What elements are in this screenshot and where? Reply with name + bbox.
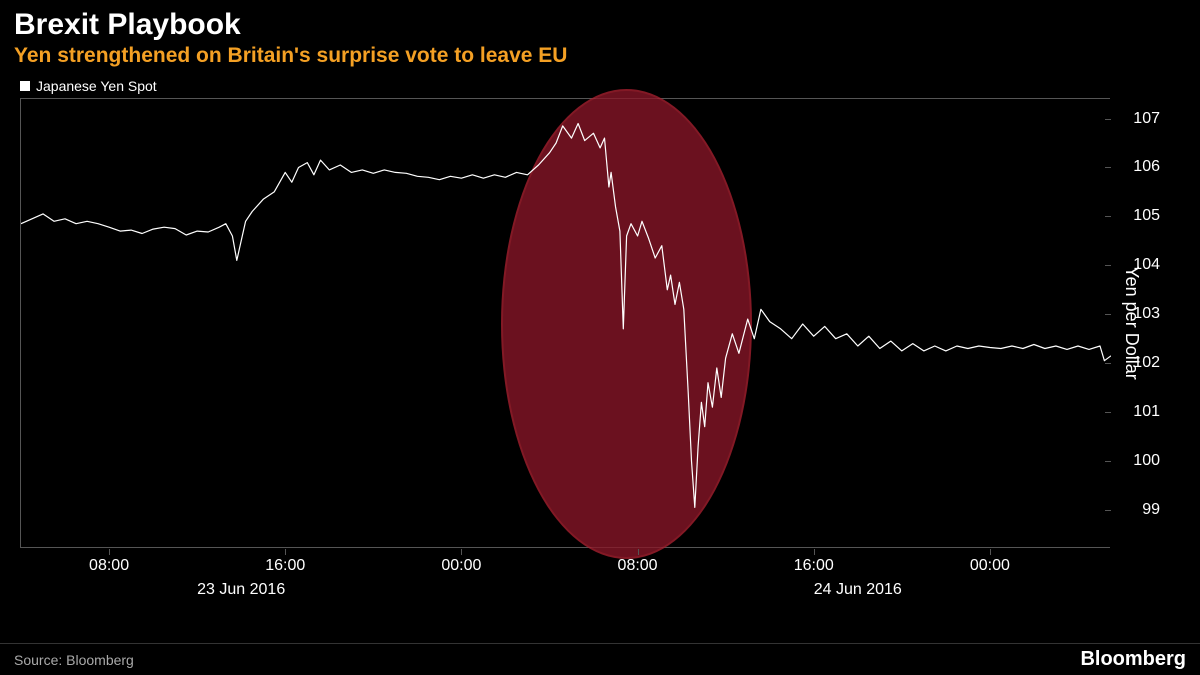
plot-region: Yen per Dollar 9910010110210310410510610…: [20, 98, 1110, 548]
y-tick-label: 107: [1133, 110, 1160, 128]
chart-legend: Japanese Yen Spot: [0, 72, 1200, 98]
y-tick-label: 105: [1133, 207, 1160, 225]
x-date-label: 24 Jun 2016: [814, 581, 902, 599]
chart-title: Brexit Playbook: [14, 8, 1186, 42]
brand-text: Bloomberg: [1080, 648, 1186, 671]
x-tick-mark: [990, 549, 991, 555]
x-date-label: 23 Jun 2016: [197, 581, 285, 599]
x-tick-mark: [285, 549, 286, 555]
x-tick-label: 00:00: [970, 557, 1010, 575]
legend-label: Japanese Yen Spot: [36, 78, 157, 94]
y-tick-label: 103: [1133, 305, 1160, 323]
x-tick-label: 16:00: [794, 557, 834, 575]
chart-footer: Source: Bloomberg Bloomberg: [0, 643, 1200, 675]
chart-subtitle: Yen strengthened on Britain's surprise v…: [14, 44, 1186, 68]
x-tick-mark: [109, 549, 110, 555]
x-tick-label: 00:00: [441, 557, 481, 575]
x-tick-label: 16:00: [265, 557, 305, 575]
chart-area: Yen per Dollar 9910010110210310410510610…: [20, 98, 1110, 548]
y-tick-label: 99: [1142, 501, 1160, 519]
price-line: [21, 99, 1111, 549]
x-tick-label: 08:00: [89, 557, 129, 575]
y-tick-label: 100: [1133, 452, 1160, 470]
source-text: Source: Bloomberg: [14, 652, 134, 668]
y-tick-label: 102: [1133, 354, 1160, 372]
y-tick-label: 101: [1133, 403, 1160, 421]
y-tick-label: 104: [1133, 256, 1160, 274]
x-tick-mark: [461, 549, 462, 555]
x-tick-mark: [814, 549, 815, 555]
y-tick-label: 106: [1133, 158, 1160, 176]
chart-header: Brexit Playbook Yen strengthened on Brit…: [0, 0, 1200, 72]
x-tick-mark: [638, 549, 639, 555]
x-tick-label: 08:00: [618, 557, 658, 575]
legend-swatch: [20, 81, 30, 91]
